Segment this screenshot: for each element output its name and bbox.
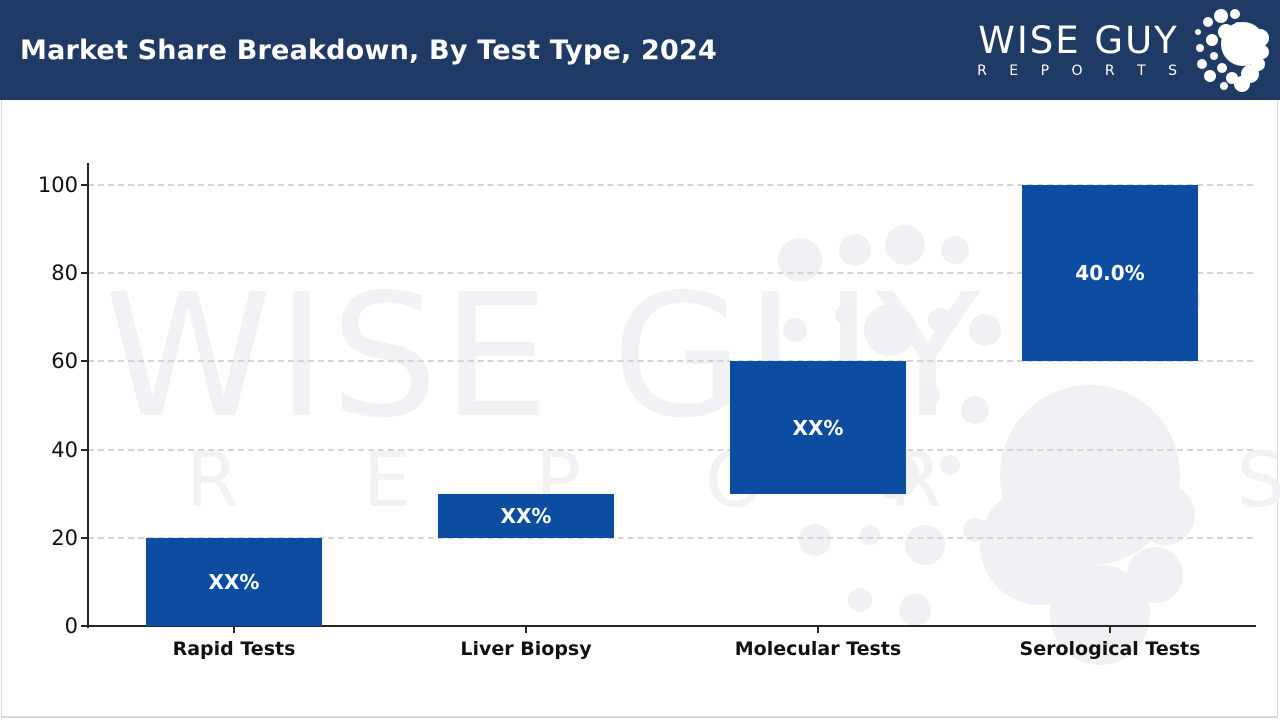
y-axis-tick-label: 60 — [51, 349, 78, 374]
y-axis-line — [87, 163, 89, 628]
bar-rapid-tests: XX% — [146, 537, 322, 626]
wiseguy-logo: WISE GUY R E P O R T S — [971, 4, 1272, 96]
y-axis-tick-label: 0 — [64, 614, 78, 638]
logo-text: WISE GUY R E P O R T S — [971, 22, 1186, 79]
gridline — [88, 272, 1253, 275]
logo-subtitle: R E P O R T S — [977, 62, 1186, 79]
gridline — [88, 184, 1253, 186]
x-axis-line — [87, 625, 1256, 627]
page-title: Market Share Breakdown, By Test Type, 20… — [20, 34, 718, 66]
y-axis-tick-mark — [81, 360, 87, 363]
y-axis-tick-mark — [81, 625, 87, 627]
bar-value-label: XX% — [500, 503, 552, 528]
wiseguy-head-icon — [1195, 9, 1269, 92]
x-axis-category-label: Liver Biopsy — [460, 638, 592, 660]
y-axis-tick-mark — [81, 536, 87, 539]
y-axis-tick-label: 100 — [37, 173, 78, 197]
gridline — [88, 448, 1253, 451]
y-axis-tick-mark — [81, 272, 87, 275]
bar-molecular-tests: XX% — [730, 361, 906, 494]
x-axis-category-label: Molecular Tests — [734, 638, 902, 660]
x-axis-tick-mark — [1109, 627, 1111, 633]
y-axis-tick-label: 80 — [51, 261, 78, 286]
bar-liver-biopsy: XX% — [438, 493, 614, 538]
y-axis-tick-mark — [81, 184, 87, 186]
logo-wordmark: WISE GUY — [978, 18, 1179, 62]
x-axis-tick-mark — [233, 627, 235, 633]
x-axis-tick-mark — [525, 627, 527, 633]
x-axis-tick-mark — [817, 627, 819, 633]
bar-serological-tests: 40.0% — [1022, 185, 1198, 362]
chart-body-frame — [1, 100, 1278, 718]
bar-value-label: XX% — [792, 415, 844, 440]
bar-value-label: XX% — [208, 569, 260, 594]
gridline — [88, 536, 1253, 539]
y-axis-tick-label: 40 — [51, 437, 78, 462]
gridline — [88, 360, 1253, 363]
y-axis-tick-label: 20 — [51, 525, 78, 550]
x-axis-category-label: Rapid Tests — [172, 638, 296, 660]
header-bar: Market Share Breakdown, By Test Type, 20… — [0, 0, 1280, 100]
y-axis-tick-mark — [81, 448, 87, 451]
x-axis-category-label: Serological Tests — [1019, 638, 1201, 660]
bar-value-label: 40.0% — [1075, 261, 1145, 286]
